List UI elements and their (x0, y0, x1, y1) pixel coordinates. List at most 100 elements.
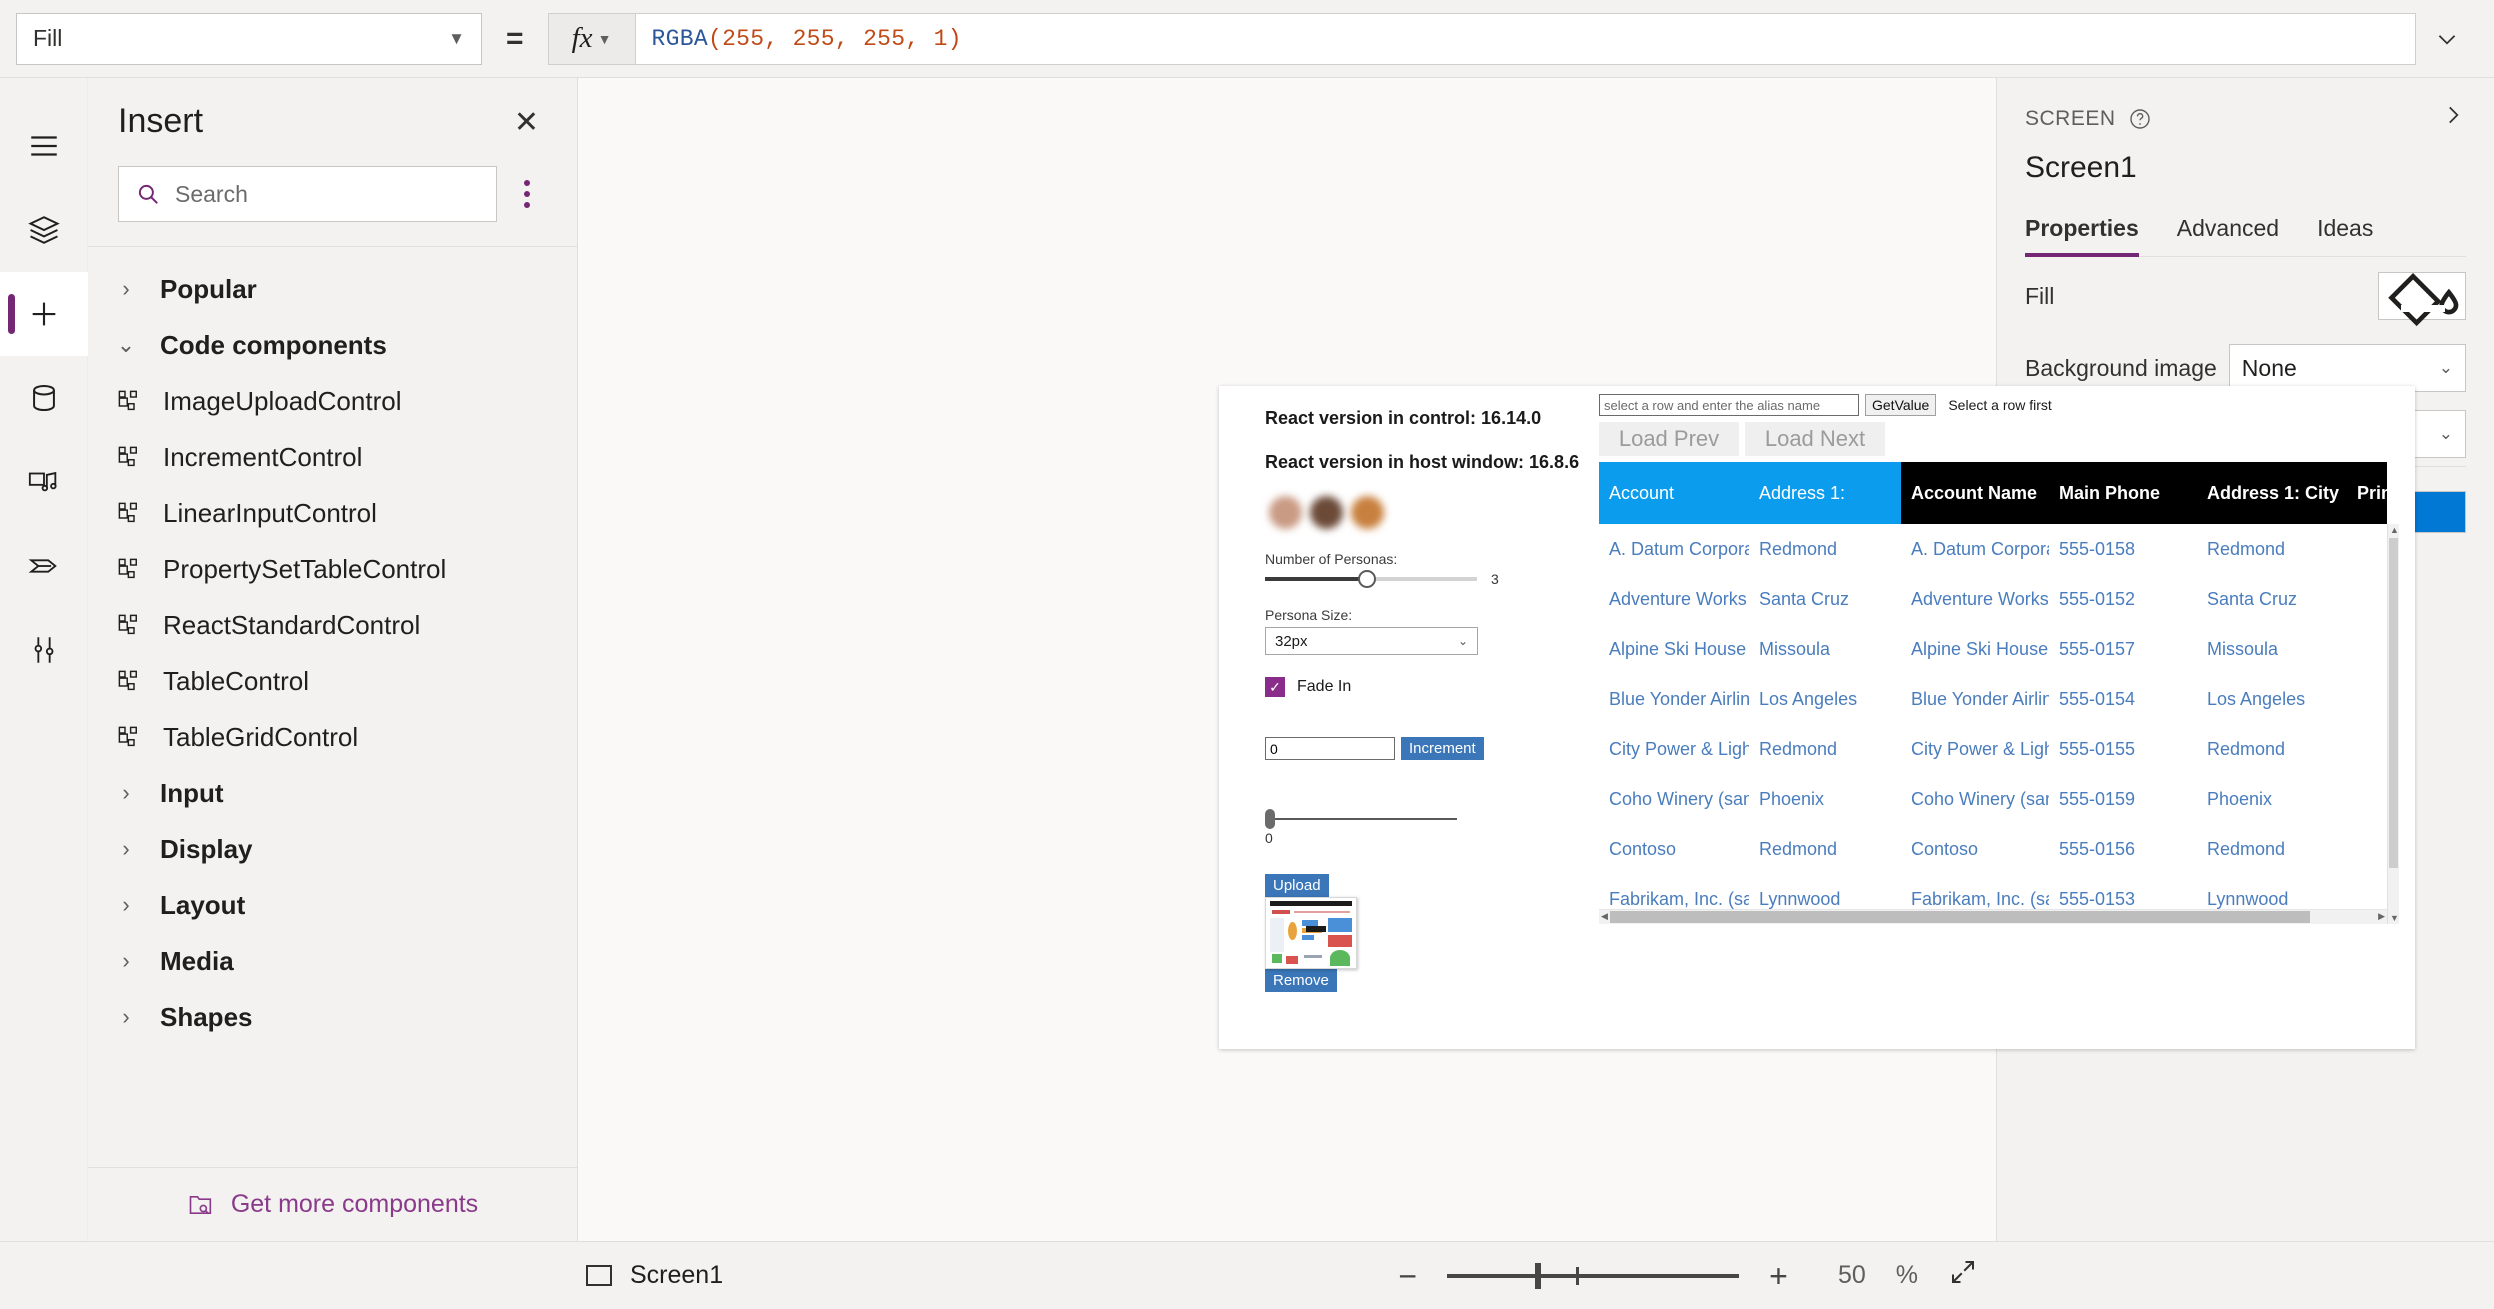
component-item-label: TableControl (163, 665, 309, 696)
fill-color-button[interactable] (2378, 272, 2466, 327)
settings-tools-icon[interactable] (0, 608, 88, 692)
background-image-dropdown[interactable]: None ⌄ (2228, 344, 2466, 392)
data-grid: Account Address 1: Account Name Main Pho… (1599, 462, 2399, 924)
formula-input[interactable]: RGBA(255, 255, 255, 1) (635, 12, 2416, 65)
fade-in-checkbox[interactable]: ✓ (1265, 677, 1285, 697)
close-icon[interactable]: ✕ (513, 106, 539, 139)
tab-advanced[interactable]: Advanced (2176, 215, 2280, 241)
media-icon[interactable] (0, 440, 88, 524)
insert-plus-icon[interactable] (0, 272, 88, 356)
grid-vertical-scrollbar[interactable]: ▲ ▼ (2387, 524, 2399, 924)
more-options-icon[interactable] (507, 166, 547, 222)
remove-button[interactable]: Remove (1265, 969, 1337, 992)
column-header-address1[interactable]: Address 1: (1749, 462, 1901, 524)
component-item-propertysettablecontrol[interactable]: PropertySetTableControl (88, 541, 577, 597)
insert-group-code-components[interactable]: ⌄ Code components (88, 317, 577, 373)
scroll-right-icon[interactable]: ▶ (2378, 911, 2385, 921)
scroll-down-icon[interactable]: ▼ (2390, 913, 2399, 923)
component-item-reactstandardcontrol[interactable]: ReactStandardControl (88, 597, 577, 653)
insert-group-display[interactable]: › Display (88, 821, 577, 877)
increment-button[interactable]: Increment (1401, 737, 1484, 760)
hamburger-menu-icon[interactable] (0, 104, 88, 188)
zoom-slider[interactable] (1447, 1262, 1740, 1289)
linear-slider-track[interactable] (1265, 809, 1457, 829)
status-screen-indicator[interactable]: Screen1 (586, 1261, 723, 1290)
slider-track[interactable] (1265, 570, 1477, 588)
search-input[interactable] (118, 166, 497, 222)
table-row[interactable]: A. Datum Corporation Redmond A. Datum Co… (1599, 524, 2399, 574)
component-item-tablegridcontrol[interactable]: TableGridControl (88, 709, 577, 765)
uploaded-image-thumbnail[interactable] (1265, 897, 1357, 969)
component-item-linearinputcontrol[interactable]: LinearInputControl (88, 485, 577, 541)
load-prev-button[interactable]: Load Prev (1599, 422, 1739, 456)
table-row[interactable]: Coho Winery (sample) Phoenix Coho Winery… (1599, 774, 2399, 824)
data-grid-body[interactable]: A. Datum Corporation Redmond A. Datum Co… (1599, 524, 2399, 924)
load-next-button[interactable]: Load Next (1745, 422, 1885, 456)
scroll-up-icon[interactable]: ▲ (2390, 525, 2399, 535)
zoom-in-button[interactable]: + (1769, 1257, 1788, 1294)
insert-group-input[interactable]: › Input (88, 765, 577, 821)
persona-size-dropdown[interactable]: 32px ⌄ (1265, 627, 1478, 655)
insert-group-media[interactable]: › Media (88, 933, 577, 989)
slider-thumb[interactable] (1357, 570, 1376, 588)
search-field[interactable] (175, 180, 480, 208)
page-title: Insert (118, 102, 204, 140)
component-item-tablecontrol[interactable]: TableControl (88, 653, 577, 709)
linear-slider-thumb[interactable] (1265, 809, 1275, 829)
increment-control: 0 Increment (1265, 737, 1595, 760)
column-header-account[interactable]: Account (1599, 462, 1749, 524)
tab-ideas[interactable]: Ideas (2317, 215, 2374, 241)
property-selector-dropdown[interactable]: Fill ▼ (16, 12, 482, 65)
table-row[interactable]: Fabrikam, Inc. (sample) Lynnwood Fabrika… (1599, 874, 2399, 924)
fit-to-screen-icon[interactable] (1948, 1257, 1978, 1295)
alias-input[interactable]: select a row and enter the alias name (1599, 394, 1859, 416)
canvas-area[interactable]: React version in control: 16.14.0 React … (578, 78, 2415, 1241)
scroll-left-icon[interactable]: ◀ (1601, 911, 1608, 921)
folder-search-icon (189, 1195, 211, 1214)
cell-city: Lynnwood (2207, 888, 2289, 909)
table-row[interactable]: Blue Yonder Airlines Los Angeles Blue Yo… (1599, 674, 2399, 724)
grid-horizontal-scrollbar[interactable]: ◀ ▶ (1599, 909, 2387, 924)
component-item-incrementcontrol[interactable]: IncrementControl (88, 429, 577, 485)
table-row[interactable]: Alpine Ski House Missoula Alpine Ski Hou… (1599, 624, 2399, 674)
chevron-right-icon: › (122, 948, 130, 973)
insert-group-shapes[interactable]: › Shapes (88, 989, 577, 1045)
fx-dropdown-button[interactable]: fx ▼ (547, 12, 636, 65)
get-value-button[interactable]: GetValue (1865, 394, 1937, 416)
search-icon (138, 184, 158, 204)
property-row-fill: Fill (2025, 257, 2466, 335)
column-header-main-phone[interactable]: Main Phone (2049, 462, 2197, 524)
column-header-address1-city[interactable]: Address 1: City (2197, 462, 2347, 524)
insert-group-popular[interactable]: › Popular (88, 261, 577, 317)
column-header-primary[interactable]: Primary (2347, 462, 2387, 524)
table-row[interactable]: City Power & Light Redmond City Power & … (1599, 724, 2399, 774)
zoom-controls: − + 50 % (1398, 1257, 1978, 1295)
component-item-imageuploadcontrol[interactable]: ImageUploadControl (88, 373, 577, 429)
zoom-out-button[interactable]: − (1398, 1257, 1418, 1294)
get-more-components-link[interactable]: Get more components (88, 1167, 577, 1241)
tab-properties[interactable]: Properties (2025, 215, 2139, 257)
personas-slider[interactable]: 3 (1265, 570, 1595, 588)
avatar (1351, 496, 1384, 529)
column-header-account-name[interactable]: Account Name (1901, 462, 2049, 524)
increment-input[interactable]: 0 (1265, 737, 1395, 760)
grid-vscroll-thumb[interactable] (2389, 538, 2398, 868)
image-upload-control: Upload (1265, 874, 1357, 992)
collapse-panel-button[interactable] (2440, 102, 2466, 135)
upload-button[interactable]: Upload (1265, 874, 1329, 897)
data-icon[interactable] (0, 356, 88, 440)
zoom-slider-thumb[interactable] (1534, 1262, 1541, 1289)
grid-hscroll-thumb[interactable] (1610, 911, 2310, 923)
app-screen-canvas[interactable]: React version in control: 16.14.0 React … (1219, 386, 2415, 1049)
help-circle-icon (2129, 108, 2150, 129)
table-row[interactable]: Contoso Redmond Contoso 555-0156 Redmond (1599, 824, 2399, 874)
insert-group-layout[interactable]: › Layout (88, 877, 577, 933)
table-row[interactable]: Adventure Works Santa Cruz Adventure Wor… (1599, 574, 2399, 624)
zoom-value: 50 (1837, 1261, 1866, 1289)
fade-in-checkbox-row[interactable]: ✓ Fade In (1265, 677, 1595, 697)
tree-view-icon[interactable] (0, 188, 88, 272)
cell-address1: Missoula (1759, 638, 1831, 659)
power-automate-icon[interactable] (0, 524, 88, 608)
formula-bar-expand-button[interactable] (2416, 0, 2478, 78)
cell-main-phone: 555-0158 (2059, 538, 2136, 559)
